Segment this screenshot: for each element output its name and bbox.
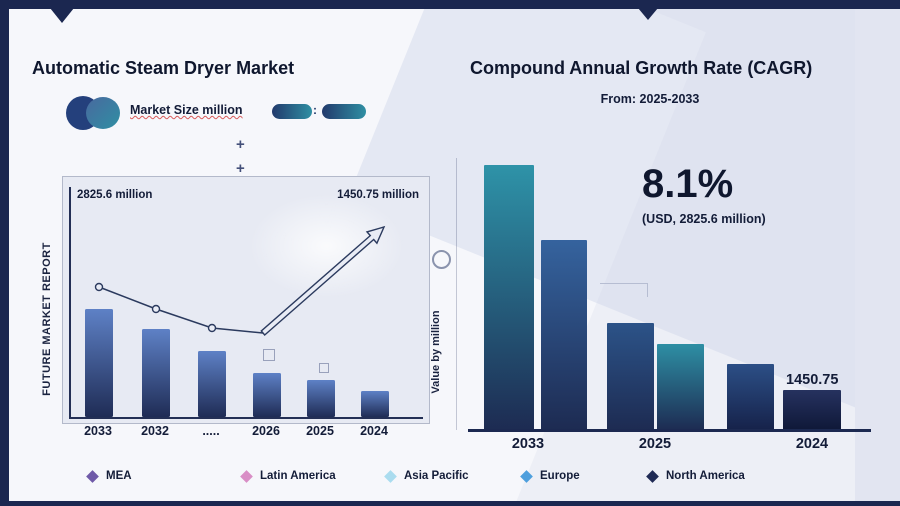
cagr-bar-2025-3 [607, 323, 654, 430]
legend-item-asia-pacific: Asia Pacific [384, 468, 469, 484]
diamond-icon [384, 469, 397, 483]
square-decoration [263, 349, 275, 361]
market-size-legend-label: Market Size million [130, 103, 243, 117]
left-title: Automatic Steam Dryer Market [32, 58, 295, 78]
plus-decoration: + [236, 136, 245, 153]
market-x-label-1: 2033 [84, 424, 112, 438]
legend-label: North America [666, 470, 745, 482]
value-callout: 1450.75 [786, 372, 839, 388]
trend-line [98, 286, 264, 334]
legend-label: Asia Pacific [404, 470, 469, 482]
cagr-bar-2025-4 [657, 344, 704, 430]
market-chart-svg [85, 225, 389, 417]
annotation-2033-value: 2825.6 million [77, 189, 153, 201]
background-band [855, 0, 900, 506]
right-title: Compound Annual Growth Rate (CAGR) [470, 58, 813, 78]
trend-marker-icon [207, 323, 217, 333]
left-y-axis-label: FUTURE MARKET REPORT [41, 242, 53, 396]
pill-decoration [322, 104, 366, 119]
annotation-2024-value: 1450.75 million [337, 189, 419, 201]
market-bar-2033 [85, 309, 113, 417]
diamond-icon [520, 469, 533, 483]
market-x-label-2: 2032 [141, 424, 169, 438]
cagr-x-label-2033: 2033 [511, 436, 545, 452]
market-x-label-6: 2024 [360, 424, 388, 438]
legend-label: Latin America [260, 470, 336, 482]
legend-label: MEA [106, 470, 132, 482]
growth-arrow [260, 225, 386, 336]
market-size-cylinder-icon [66, 96, 122, 130]
legend-item-europe: Europe [520, 468, 580, 484]
diamond-icon [86, 469, 99, 483]
left-frame-bar [0, 0, 9, 506]
market-bar-2025 [307, 380, 335, 417]
trend-marker-icon [94, 282, 104, 292]
pill-decoration [272, 104, 312, 119]
right-subtitle: From: 2025-2033 [600, 92, 700, 106]
legend-item-mea: MEA [86, 468, 132, 484]
circle-decoration [432, 250, 451, 269]
cagr-bars [468, 160, 870, 430]
x-axis-line [69, 417, 423, 419]
right-x-labels: 2033 2025 2024 [468, 436, 870, 454]
cylinder-front-face [86, 97, 120, 129]
square-decoration [319, 363, 329, 373]
cagr-bar-2024-5 [727, 364, 774, 430]
market-x-label-4: 2026 [252, 424, 280, 438]
market-size-chart: 2825.6 million 1450.75 million [62, 176, 430, 424]
cagr-detail: (USD, 2825.6 million) [642, 212, 766, 226]
market-x-label-5: 2025 [306, 424, 334, 438]
market-bar-2024 [361, 391, 389, 417]
cagr-bar-2033-2 [541, 240, 587, 430]
cagr-value: 8.1% [642, 162, 734, 206]
cagr-x-label-2025: 2025 [638, 436, 672, 452]
cagr-bar-2024-6 [783, 390, 841, 430]
diamond-icon [646, 469, 659, 483]
legend-item-latin-america: Latin America [240, 468, 336, 484]
cagr-baseline [468, 429, 871, 432]
y-axis-line [69, 187, 71, 419]
legend-label: Europe [540, 470, 580, 482]
right-y-axis-label: Value by million [430, 310, 442, 394]
pill-separator: : [313, 103, 317, 117]
region-legend: MEA Latin America Asia Pacific Europe North … [0, 468, 900, 486]
diamond-icon [240, 469, 253, 483]
bracket-decoration [600, 283, 648, 297]
triangle-decoration [50, 8, 74, 23]
market-bar-..... [198, 351, 226, 417]
cagr-x-label-2024: 2024 [795, 436, 829, 452]
market-x-label-3: ..... [202, 424, 220, 438]
market-bar-2032 [142, 329, 170, 417]
market-bar-2026 [253, 373, 281, 417]
legend-item-north-america: North America [646, 468, 745, 484]
top-frame-bar [0, 0, 900, 9]
trend-marker-icon [151, 304, 161, 314]
triangle-decoration [638, 8, 658, 20]
cagr-bar-2033-1 [484, 165, 534, 430]
left-x-labels: 2033 2032..... 2026 2025 2024 [62, 424, 428, 440]
bottom-frame-bar [0, 501, 900, 506]
plus-decoration: + [236, 160, 245, 177]
right-axis-line [456, 158, 457, 430]
